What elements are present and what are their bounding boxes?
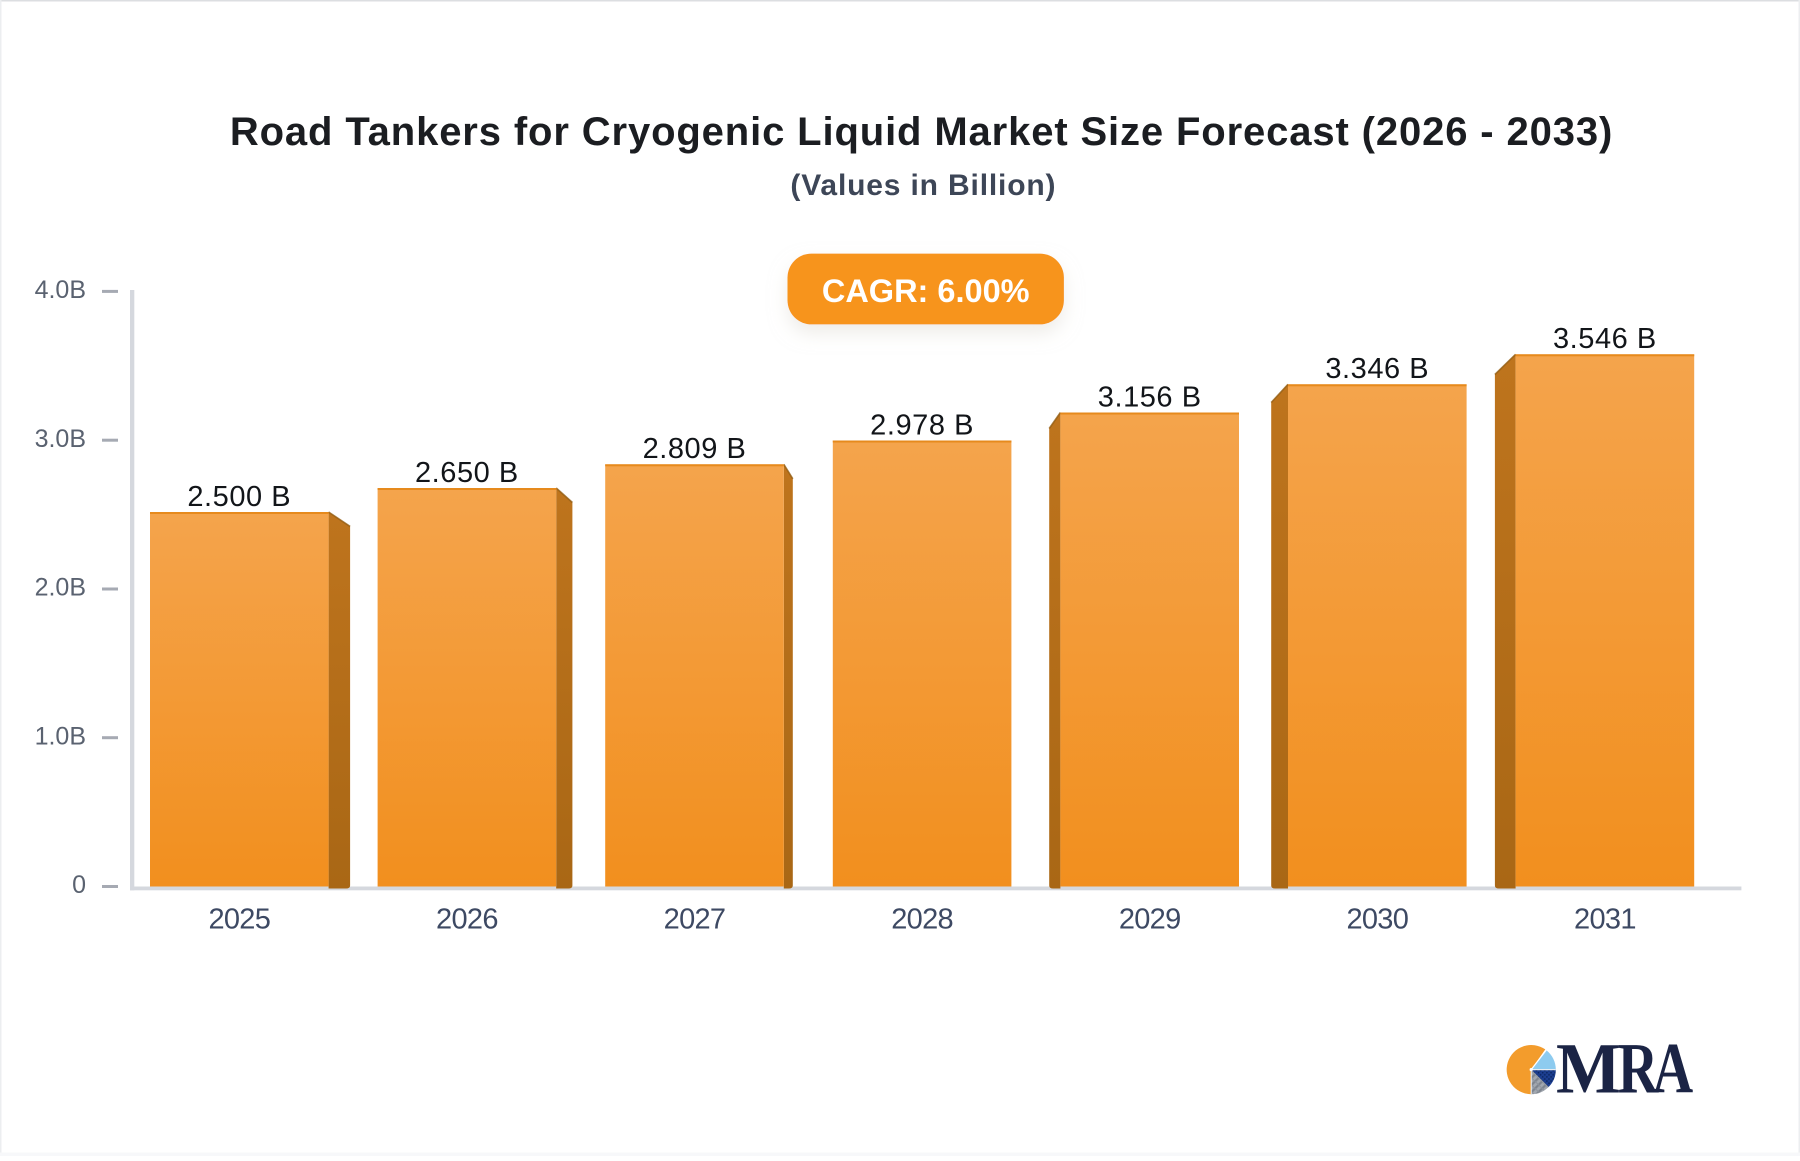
svg-text:2028: 2028 bbox=[891, 904, 953, 936]
svg-text:3.156 B: 3.156 B bbox=[1098, 381, 1202, 413]
svg-text:3.546 B: 3.546 B bbox=[1553, 323, 1657, 355]
svg-text:A: A bbox=[1653, 1028, 1694, 1108]
svg-text:2030: 2030 bbox=[1346, 904, 1408, 936]
svg-text:2.500 B: 2.500 B bbox=[187, 481, 291, 513]
svg-text:1.0B: 1.0B bbox=[35, 722, 86, 750]
svg-text:0: 0 bbox=[72, 871, 86, 899]
svg-text:2029: 2029 bbox=[1119, 904, 1181, 936]
svg-text:4.0B: 4.0B bbox=[35, 276, 86, 304]
svg-text:Road Tankers for Cryogenic Liq: Road Tankers for Cryogenic Liquid Market… bbox=[230, 110, 1613, 154]
svg-text:2027: 2027 bbox=[664, 904, 726, 936]
svg-text:2.0B: 2.0B bbox=[35, 574, 86, 602]
svg-text:2025: 2025 bbox=[208, 904, 270, 936]
svg-text:2026: 2026 bbox=[436, 904, 498, 936]
svg-text:3.0B: 3.0B bbox=[35, 425, 86, 453]
svg-text:2.650 B: 2.650 B bbox=[415, 457, 519, 489]
svg-text:2031: 2031 bbox=[1574, 904, 1636, 936]
svg-text:3.346 B: 3.346 B bbox=[1325, 353, 1429, 385]
svg-text:M: M bbox=[1556, 1029, 1621, 1109]
svg-text:(Values in Billion): (Values in Billion) bbox=[790, 169, 1056, 202]
svg-text:CAGR: 6.00%: CAGR: 6.00% bbox=[822, 273, 1030, 309]
svg-text:2.809 B: 2.809 B bbox=[643, 433, 747, 465]
svg-text:2.978 B: 2.978 B bbox=[870, 409, 974, 441]
